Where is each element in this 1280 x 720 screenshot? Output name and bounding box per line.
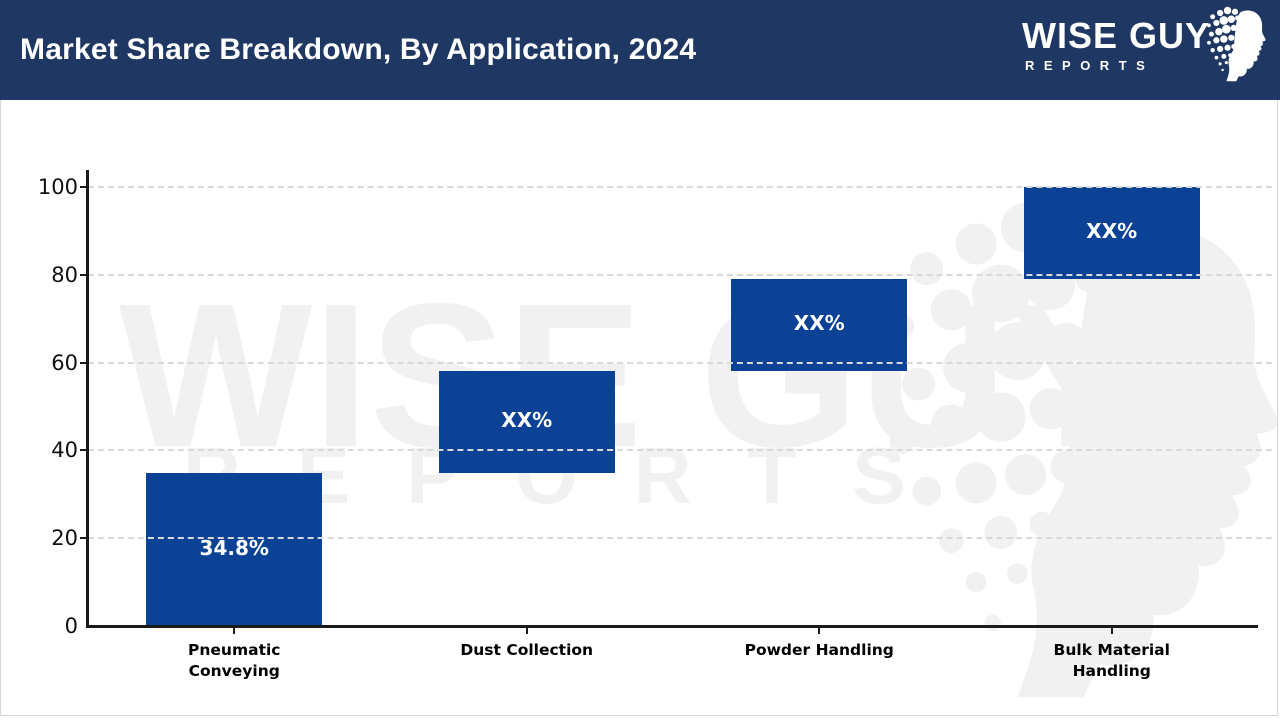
bar-value-label: XX% <box>793 311 845 336</box>
y-tick-mark <box>80 449 88 452</box>
y-tick-mark <box>80 537 88 540</box>
x-tick-mark <box>818 627 821 634</box>
x-category-label: Pneumatic Conveying <box>188 641 281 680</box>
x-category-label: Dust Collection <box>460 641 594 659</box>
y-tick-mark <box>80 186 88 188</box>
y-tick-label: 0 <box>64 614 78 638</box>
x-category-label: Powder Handling <box>744 641 894 659</box>
bar-value-label: XX% <box>1086 219 1138 244</box>
y-tick-label: 20 <box>51 526 78 551</box>
x-tick-mark <box>525 627 528 634</box>
y-tick-label: 60 <box>51 350 78 375</box>
bar-dust-collection: XX% <box>438 371 615 474</box>
y-tick-label: 100 <box>37 175 78 199</box>
x-tick-mark <box>1110 627 1113 634</box>
logo-wordmark: WISE GUY <box>1021 14 1210 56</box>
bar-bulk-material-handling: XX% <box>1023 187 1200 280</box>
x-category-label: Bulk Material Handling <box>1053 641 1170 680</box>
x-tick-mark <box>233 627 236 634</box>
y-tick-label: 80 <box>51 262 78 287</box>
y-tick-mark <box>80 361 88 364</box>
bar-value-label: 34.8% <box>199 535 269 560</box>
y-tick-label: 40 <box>51 438 78 463</box>
y-gridline-40 <box>88 449 1272 452</box>
y-gridline-60 <box>88 361 1272 364</box>
logo-subtext: REPORTS <box>1024 57 1155 73</box>
bar-value-label: XX% <box>501 408 553 433</box>
y-gridline-100 <box>88 186 1272 188</box>
bar-pneumatic-conveying: 34.8% <box>146 473 323 626</box>
header-bar: Market Share Breakdown, By Application, … <box>0 0 1280 100</box>
y-gridline-80 <box>88 273 1272 276</box>
bar-powder-handling: XX% <box>731 279 908 372</box>
chart-title: Market Share Breakdown, By Application, … <box>20 33 697 66</box>
logo-text: WISE GUY REPORTS <box>1021 14 1210 73</box>
y-tick-mark <box>80 273 88 276</box>
y-gridline-20 <box>88 537 1272 540</box>
x-axis-line <box>86 625 1258 628</box>
wise-guy-logo: WISE GUY REPORTS <box>1022 6 1266 82</box>
y-axis-line <box>86 170 89 628</box>
